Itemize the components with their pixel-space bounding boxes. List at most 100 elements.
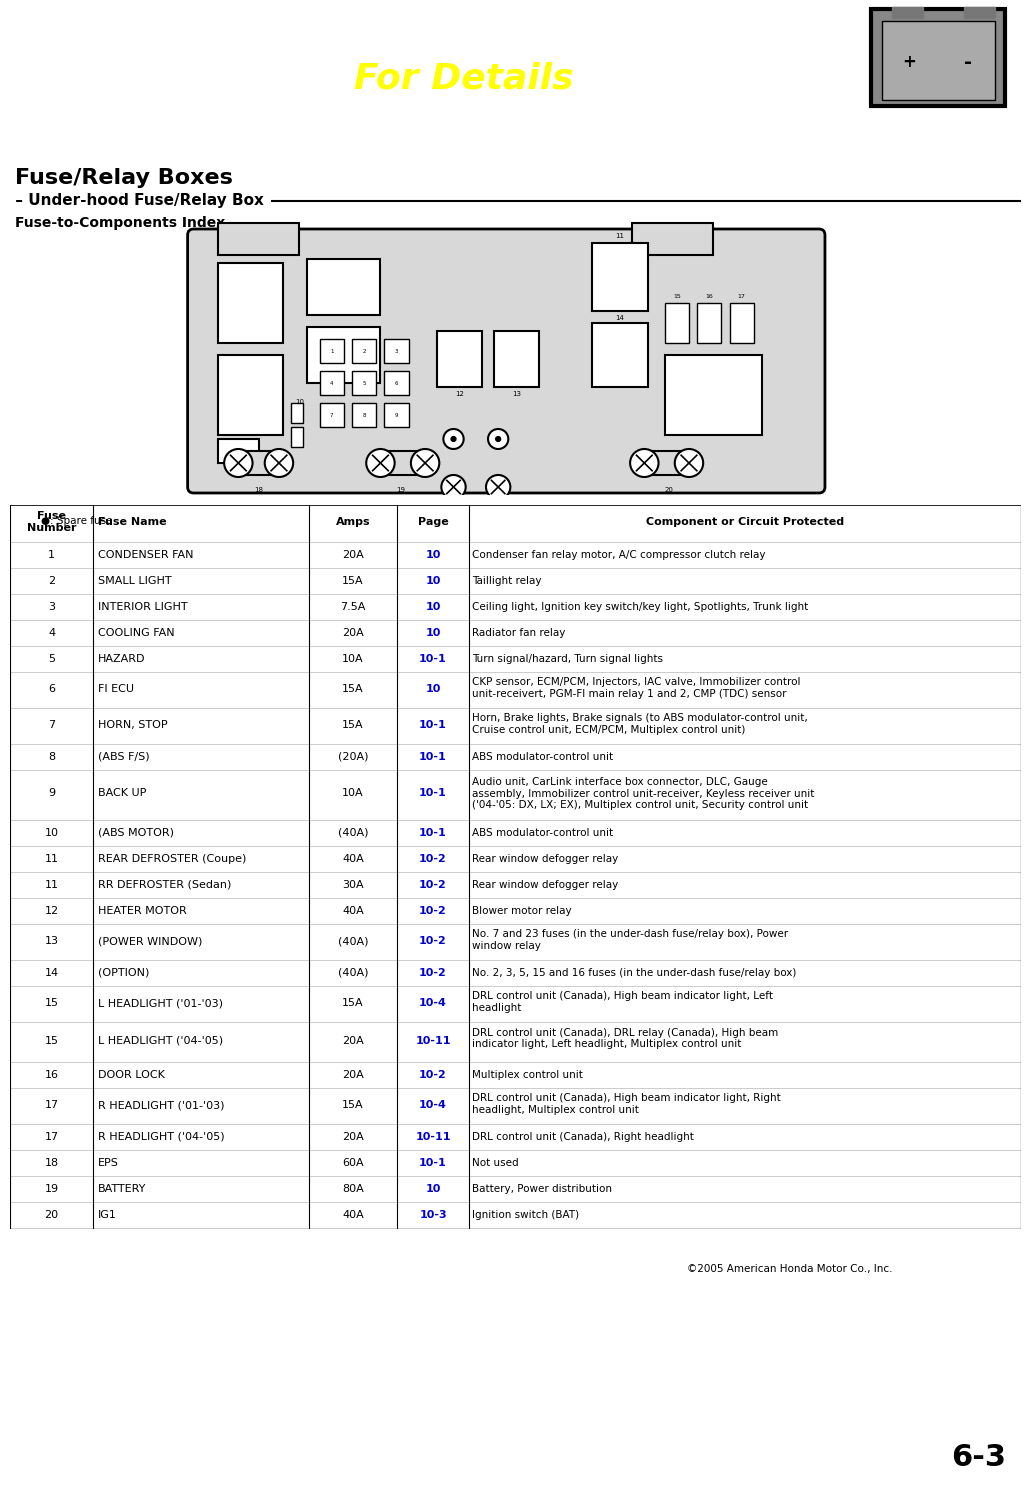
Text: 8: 8 — [363, 413, 366, 417]
Text: No. 7 and 23 fuses (in the under-dash fuse/relay box), Power
window relay: No. 7 and 23 fuses (in the under-dash fu… — [472, 930, 789, 951]
Text: 10-2: 10-2 — [420, 1070, 446, 1080]
Text: 11: 11 — [616, 232, 625, 238]
Text: EPS: EPS — [98, 1158, 119, 1167]
Text: 10A: 10A — [342, 654, 364, 663]
Bar — [385, 370, 409, 394]
Bar — [352, 370, 376, 394]
Bar — [307, 327, 380, 382]
Text: Condenser fan relay motor, A/C compressor clutch relay: Condenser fan relay motor, A/C compresso… — [472, 549, 766, 560]
Text: Fuse Name: Fuse Name — [98, 518, 166, 526]
Text: 20A: 20A — [342, 627, 364, 638]
Text: 10: 10 — [295, 399, 304, 405]
Bar — [385, 404, 409, 427]
Bar — [592, 322, 648, 387]
Text: BATTERY: BATTERY — [98, 1184, 146, 1194]
Text: 6: 6 — [395, 381, 398, 386]
Text: 17: 17 — [44, 1100, 59, 1110]
Text: 3: 3 — [48, 602, 55, 612]
Text: ©2005 American Honda Motor Co., Inc.: ©2005 American Honda Motor Co., Inc. — [688, 1264, 893, 1274]
Text: 40A: 40A — [342, 853, 364, 864]
Bar — [320, 404, 344, 427]
Text: 18: 18 — [44, 1158, 59, 1167]
Text: 6: 6 — [48, 684, 55, 694]
Text: Fuse
Number: Fuse Number — [27, 512, 76, 532]
Text: 40A: 40A — [342, 1209, 364, 1219]
Text: HAZARD: HAZARD — [98, 654, 145, 663]
Text: FI ECU: FI ECU — [98, 684, 134, 694]
Bar — [291, 404, 303, 423]
Bar — [320, 339, 344, 363]
Text: 10-3: 10-3 — [420, 1209, 446, 1219]
Text: 2: 2 — [363, 348, 366, 354]
Text: Component or Circuit Protected: Component or Circuit Protected — [645, 518, 844, 526]
Text: (OPTION): (OPTION) — [98, 968, 149, 978]
Text: 10-2: 10-2 — [420, 906, 446, 915]
Bar — [352, 339, 376, 363]
Text: Taillight relay: Taillight relay — [472, 576, 541, 585]
Text: RR DEFROSTER (Sedan): RR DEFROSTER (Sedan) — [98, 879, 231, 890]
Text: 7: 7 — [330, 413, 333, 417]
Text: 10A: 10A — [342, 789, 364, 798]
Text: 15: 15 — [44, 998, 59, 1008]
Text: (ABS MOTOR): (ABS MOTOR) — [98, 828, 174, 837]
Text: 15: 15 — [44, 1036, 59, 1046]
Text: 10-4: 10-4 — [419, 998, 447, 1008]
Text: 18: 18 — [255, 488, 263, 494]
Text: 10: 10 — [426, 684, 440, 694]
Bar — [218, 262, 282, 344]
Text: 10: 10 — [426, 1184, 440, 1194]
Bar — [291, 427, 303, 447]
Text: 30A: 30A — [342, 879, 364, 890]
Text: 15A: 15A — [342, 998, 364, 1008]
Text: Ignition switch (BAT): Ignition switch (BAT) — [472, 1209, 579, 1219]
Text: 20: 20 — [44, 1209, 59, 1219]
Text: 20A: 20A — [342, 1070, 364, 1080]
Text: 2: 2 — [48, 576, 55, 585]
Text: 19: 19 — [396, 488, 405, 494]
Text: 10: 10 — [426, 627, 440, 638]
Text: 14: 14 — [616, 315, 625, 321]
Text: 19: 19 — [44, 1184, 59, 1194]
Text: CKP sensor, ECM/PCM, Injectors, IAC valve, Immobilizer control
unit-receivert, P: CKP sensor, ECM/PCM, Injectors, IAC valv… — [472, 678, 801, 699]
Circle shape — [630, 448, 659, 477]
Text: CONDENSER FAN: CONDENSER FAN — [98, 549, 194, 560]
Text: (20A): (20A) — [338, 752, 368, 762]
Text: ABS modulator-control unit: ABS modulator-control unit — [472, 828, 613, 837]
Text: HORN, STOP: HORN, STOP — [98, 720, 167, 730]
Text: Page: Page — [418, 518, 448, 526]
Text: 16: 16 — [44, 1070, 59, 1080]
Text: 11: 11 — [44, 853, 59, 864]
Text: 1: 1 — [48, 549, 55, 560]
Text: 11: 11 — [44, 879, 59, 890]
Text: Fuse-to-Components Index: Fuse-to-Components Index — [15, 216, 226, 229]
Text: 6-3: 6-3 — [951, 1443, 1005, 1473]
Text: 15: 15 — [673, 294, 680, 298]
Text: 10-4: 10-4 — [419, 1100, 447, 1110]
Text: 10-1: 10-1 — [420, 720, 446, 730]
Text: Turn signal/hazard, Turn signal lights: Turn signal/hazard, Turn signal lights — [472, 654, 663, 663]
Text: ●: Spare fuse: ●: Spare fuse — [41, 516, 112, 526]
Circle shape — [452, 436, 456, 441]
Text: Blower motor relay: Blower motor relay — [472, 906, 572, 915]
Text: (ABS F/S): (ABS F/S) — [98, 752, 149, 762]
Text: 7.5A: 7.5A — [340, 602, 366, 612]
Text: 10-1: 10-1 — [420, 789, 446, 798]
Text: 9: 9 — [48, 789, 55, 798]
Bar — [892, 8, 923, 18]
Text: (POWER WINDOW): (POWER WINDOW) — [98, 936, 202, 946]
Text: Rear window defogger relay: Rear window defogger relay — [472, 853, 619, 864]
Text: R HEADLIGHT ('01-'03): R HEADLIGHT ('01-'03) — [98, 1100, 225, 1110]
Text: 12: 12 — [455, 392, 464, 398]
Text: (40A): (40A) — [338, 828, 368, 837]
Text: INTERIOR LIGHT: INTERIOR LIGHT — [98, 602, 188, 612]
Bar — [218, 440, 259, 464]
Bar — [871, 9, 1005, 106]
Text: DOOR LOCK: DOOR LOCK — [98, 1070, 165, 1080]
Text: (40A): (40A) — [338, 936, 368, 946]
Text: – Under-hood Fuse/Relay Box: – Under-hood Fuse/Relay Box — [10, 194, 269, 208]
Text: Ceiling light, Ignition key switch/key light, Spotlights, Trunk light: Ceiling light, Ignition key switch/key l… — [472, 602, 808, 612]
Text: 12: 12 — [44, 906, 59, 915]
Text: 20A: 20A — [342, 1131, 364, 1142]
Text: 15A: 15A — [342, 684, 364, 694]
Text: No. 2, 3, 5, 15 and 16 fuses (in the under-dash fuse/relay box): No. 2, 3, 5, 15 and 16 fuses (in the und… — [472, 968, 797, 978]
